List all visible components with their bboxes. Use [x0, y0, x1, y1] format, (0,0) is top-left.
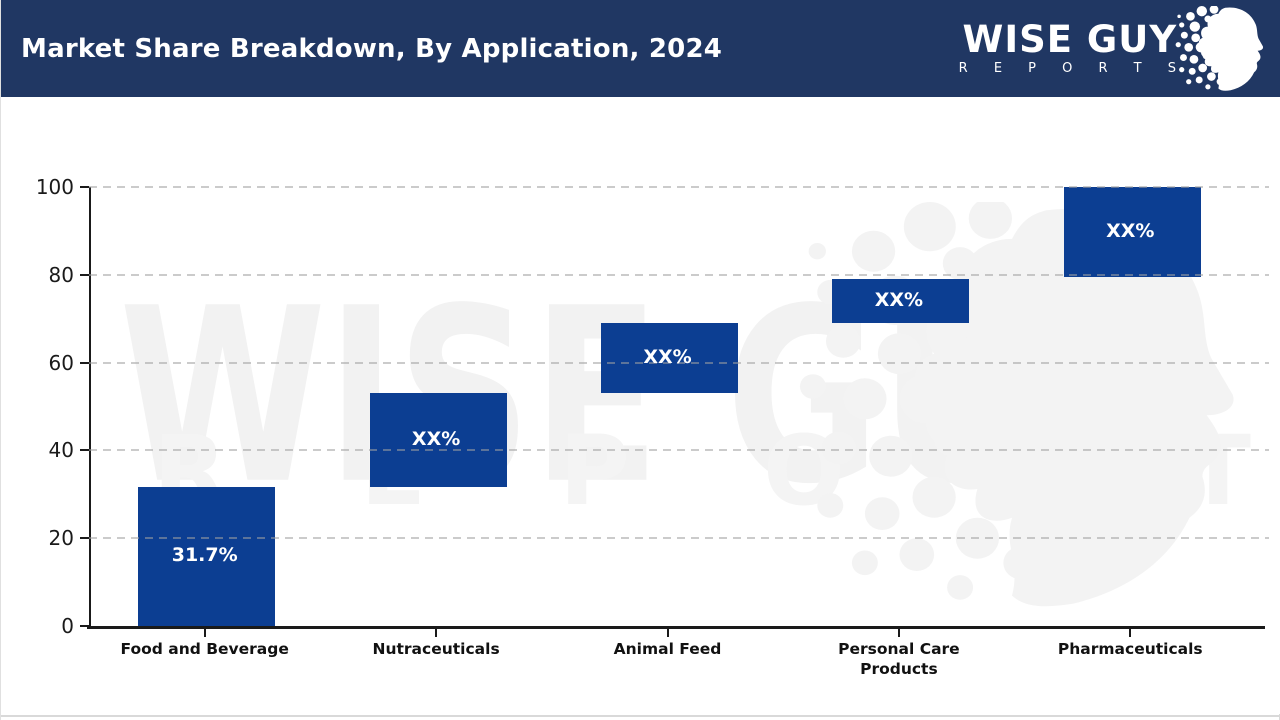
- x-category-label: Pharmaceuticals: [1057, 640, 1203, 658]
- bar-segment: [369, 393, 507, 487]
- y-tick-label-60: 60: [48, 350, 74, 375]
- header-banner: Market Share Breakdown, By Application, …: [1, 0, 1280, 97]
- brand-logo: WISE GUY R E P O R T S: [953, 5, 1280, 92]
- bar-value-label: XX%: [874, 289, 924, 312]
- x-tick-mark: [203, 628, 206, 637]
- x-category-label: Personal Care Products: [838, 640, 960, 678]
- brand-head-icon: [1175, 5, 1264, 91]
- y-tick-mark-20: [80, 537, 89, 540]
- bottom-rule: [1, 715, 1280, 717]
- gridline-100: [89, 186, 1269, 188]
- x-category-label: Food and Beverage: [120, 640, 289, 658]
- y-tick-label-40: 40: [48, 438, 74, 463]
- x-category-label: Nutraceuticals: [372, 640, 500, 658]
- bar-value-label: 31.7%: [171, 544, 238, 567]
- y-tick-mark-80: [80, 273, 89, 276]
- x-tick-mark: [666, 628, 669, 637]
- x-tick-mark: [1129, 628, 1132, 637]
- x-tick-mark: [435, 628, 438, 637]
- brand-name: WISE GUY: [962, 17, 1178, 61]
- y-tick-label-20: 20: [48, 526, 74, 551]
- chart-area: WISE GUY R E P O R T S 02040608010031.7%…: [1, 97, 1280, 714]
- bar-segment: [138, 486, 276, 626]
- bar-segment: [832, 279, 970, 324]
- gridline-80: [89, 273, 1269, 276]
- y-tick-label-100: 100: [35, 175, 74, 199]
- y-tick-label-80: 80: [48, 262, 74, 287]
- x-axis-line: [87, 626, 1265, 629]
- x-category-label: Animal Feed: [613, 640, 722, 658]
- chart-title: Market Share Breakdown, By Application, …: [21, 33, 723, 64]
- brand-wordmark: WISE GUY R E P O R T S: [953, 17, 1187, 77]
- bar-value-label: XX%: [411, 428, 461, 451]
- waterfall-plot: [89, 187, 1248, 626]
- brand-subtitle: R E P O R T S: [958, 60, 1187, 76]
- y-tick-mark-40: [80, 449, 89, 452]
- bar-value-label: XX%: [643, 346, 692, 369]
- x-tick-mark: [897, 628, 900, 637]
- bar-segment: [601, 323, 738, 394]
- y-tick-mark-100: [80, 186, 89, 188]
- y-tick-mark-0: [80, 625, 89, 627]
- bar-segment: [1063, 187, 1201, 277]
- gridline-60: [89, 361, 1269, 364]
- bar-value-label: XX%: [1106, 219, 1155, 242]
- y-tick-mark-60: [80, 361, 89, 364]
- y-tick-label-0: 0: [61, 614, 74, 638]
- gridline-40: [89, 449, 1269, 452]
- gridline-20: [89, 537, 1269, 540]
